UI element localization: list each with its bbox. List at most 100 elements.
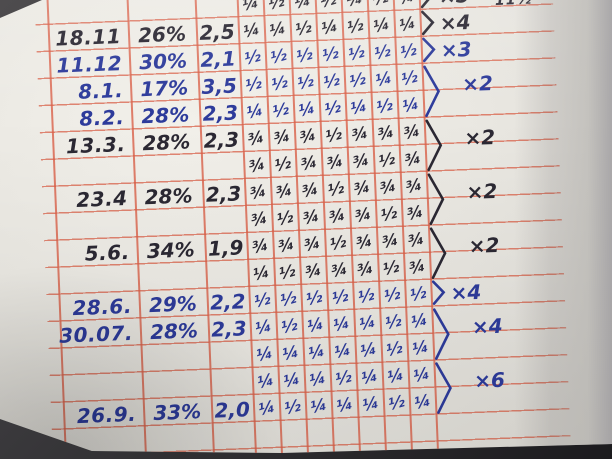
fraction-value: ½	[346, 41, 366, 65]
fraction-cell: ¼	[253, 394, 280, 422]
fraction-cell: ½	[394, 37, 421, 65]
chevron-bracket-icon	[433, 308, 450, 360]
fraction-value: ¾	[298, 151, 318, 175]
fraction-cell: ¼	[354, 336, 381, 364]
fraction-cell: ¼	[301, 311, 328, 339]
fraction-cell: ½	[368, 38, 395, 66]
fraction-value: ½	[242, 45, 262, 70]
fraction-cell: ¾	[374, 173, 401, 201]
fraction-value: ½	[333, 366, 353, 390]
fraction-value: ¼	[251, 261, 271, 285]
fraction-cell: ½	[404, 280, 431, 308]
percent-cell	[141, 343, 210, 373]
fraction-value: ½	[370, 0, 389, 10]
fraction-cell: ¼	[405, 307, 432, 335]
fraction-cell: ¾	[376, 227, 403, 255]
fraction-value: ¾	[324, 150, 344, 174]
fraction-cell: ½	[342, 39, 369, 67]
fraction-cell: ¼	[288, 0, 315, 15]
percent-cell: 29%	[148, 290, 198, 317]
ratio-cell: 2,3	[210, 315, 248, 342]
multiplier-cell: ×4	[432, 308, 510, 361]
fraction-cell: ¼	[302, 338, 329, 366]
chevron-bracket-icon	[419, 0, 434, 9]
percent-cell: 28%	[141, 128, 191, 155]
fraction-cell: ¼	[406, 334, 433, 362]
fraction-value: ½	[266, 0, 286, 15]
date-cell: 23.4	[75, 185, 129, 212]
multiplier-cell: ×2	[423, 65, 501, 118]
fraction-value: ½	[345, 14, 365, 38]
fraction-cell: ¾	[400, 172, 427, 200]
fraction-value: ¼	[241, 18, 261, 43]
fraction-value: ¾	[401, 120, 421, 144]
fraction-cell: ¾	[246, 232, 273, 260]
fraction-cell: ¼	[397, 91, 424, 119]
date-cell	[53, 157, 134, 187]
multiplier-label: ×3	[440, 36, 473, 62]
fraction-cell: ¾	[244, 178, 271, 206]
percent-cell: 34%	[146, 236, 196, 263]
date-cell: 13.3.	[65, 131, 126, 158]
fraction-value: ¼	[244, 99, 264, 123]
ratio-cell: 2,0	[213, 396, 251, 423]
multiplier-cell: ×6	[434, 362, 512, 415]
ratio-cell: 2,3	[202, 99, 239, 126]
fraction-cell: ¼	[263, 15, 290, 43]
fraction-cell: ½	[395, 64, 422, 92]
fraction-value: ¼	[358, 338, 378, 362]
fraction-cell: ½	[318, 67, 345, 95]
fraction-value: ¾	[354, 257, 375, 281]
fraction-cell: ½	[316, 40, 343, 68]
multiplier-label: ×2	[468, 232, 500, 258]
fraction-cell: ½	[320, 121, 347, 149]
percent-cell: 28%	[140, 101, 190, 128]
fraction-value: ½	[243, 72, 263, 96]
fraction-value: ¼	[348, 95, 368, 119]
fraction-value: ¾	[405, 228, 426, 252]
fraction-value: ½	[320, 42, 340, 66]
fraction-value: ½	[398, 39, 418, 63]
fraction-value: ¾	[402, 147, 422, 171]
fraction-value: ¼	[240, 0, 260, 16]
fraction-value: ½	[356, 284, 376, 308]
fraction-value: ½	[295, 70, 315, 94]
fraction-cell: ¼	[250, 340, 277, 368]
fraction-cell: ½	[279, 393, 306, 421]
ratio-cell	[194, 0, 237, 19]
fraction-value: ½	[372, 40, 392, 64]
fraction-cell: ½	[380, 335, 407, 363]
fraction-cell: ¾	[349, 201, 376, 229]
fraction-value: ¼	[359, 365, 379, 389]
fraction-value: ¼	[280, 341, 300, 365]
fraction-value: ½	[321, 69, 341, 93]
chevron-bracket-icon	[427, 173, 445, 226]
fraction-value: ½	[274, 206, 295, 230]
fraction-cell: ¼	[328, 337, 355, 365]
fraction-value: ¼	[360, 392, 380, 416]
chevron-bracket-icon	[429, 227, 447, 280]
fraction-value: ¾	[247, 180, 268, 204]
multiplier-cell: ×2	[429, 227, 507, 280]
fraction-cell: ¼	[331, 391, 358, 419]
fraction-value: ½	[272, 152, 292, 176]
fraction-value: ½	[327, 231, 348, 255]
fraction-value: ½	[293, 16, 313, 40]
fraction-cell: ¼	[408, 388, 435, 416]
fraction-value: ¾	[328, 258, 349, 282]
percent-cell	[133, 154, 202, 184]
date-cell: 18.11	[54, 23, 122, 51]
date-cell: 28.6.	[71, 293, 133, 320]
fraction-cell: ¾	[346, 120, 373, 148]
fraction-cell: ½	[322, 175, 349, 203]
fraction-cell: ¼	[293, 95, 320, 123]
chevron-bracket-icon	[425, 119, 443, 172]
fraction-value: ½	[386, 391, 406, 415]
fraction-cell: ¼	[353, 309, 380, 337]
fraction-cell: ½	[324, 229, 351, 257]
chevron-bracket-icon	[423, 65, 441, 118]
fraction-cell: ¼	[369, 65, 396, 93]
fraction-cell: ½	[271, 204, 298, 232]
fraction-cell: ½	[274, 285, 301, 313]
